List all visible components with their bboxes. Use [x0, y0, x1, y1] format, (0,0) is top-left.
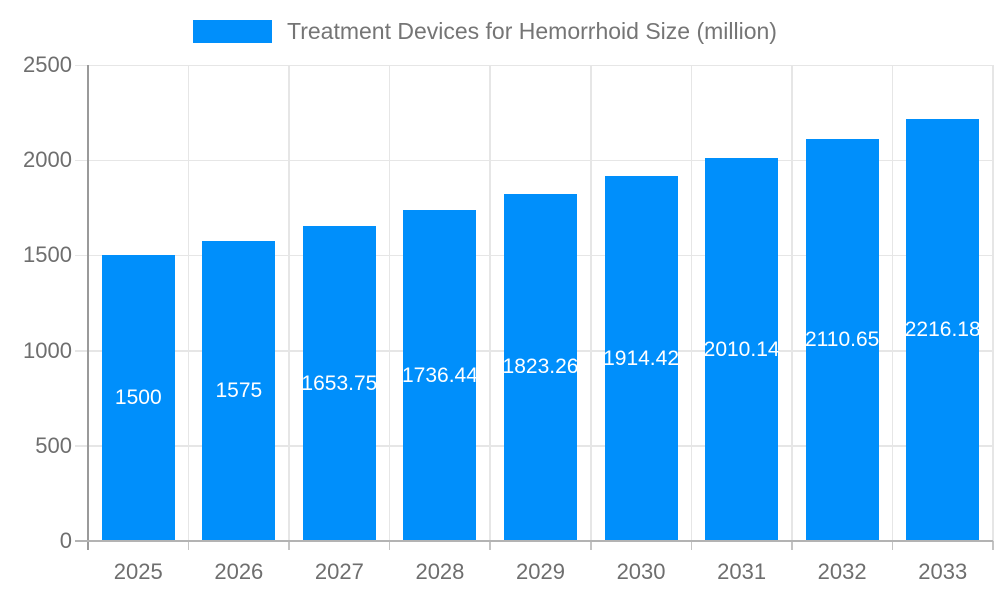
x-tick-label: 2031: [717, 559, 767, 584]
x-axis-tick: [992, 541, 994, 550]
y-tick-label: 2000: [23, 147, 72, 173]
bar[interactable]: [302, 226, 376, 541]
x-axis-tick: [891, 541, 894, 550]
bar-value-label: 2110.65: [804, 328, 880, 352]
gridline-vertical: [388, 65, 391, 541]
gridline-vertical: [992, 65, 994, 541]
bar[interactable]: [101, 255, 175, 541]
gridline-vertical: [590, 65, 592, 541]
bar[interactable]: [403, 210, 477, 541]
chart-legend[interactable]: Treatment Devices for Hemorrhoid Size (m…: [193, 17, 777, 45]
x-tick-label: 2032: [817, 559, 867, 584]
bar[interactable]: [705, 158, 779, 541]
x-axis-baseline: [75, 540, 993, 542]
x-tick-label: 2027: [314, 559, 364, 584]
x-axis-tick: [791, 541, 793, 550]
gridline-vertical: [891, 65, 894, 541]
bar-value-label: 1823.26: [502, 355, 579, 379]
x-axis-tick: [288, 541, 290, 550]
bar[interactable]: [604, 176, 678, 541]
x-tick-label: 2028: [415, 559, 465, 584]
bar[interactable]: [504, 193, 577, 541]
bar-value-label: 1575: [215, 379, 263, 403]
gridline-vertical: [791, 65, 793, 541]
x-tick-label: 2025: [113, 559, 163, 584]
x-axis-tick: [489, 541, 491, 550]
y-tick-label: 1000: [23, 337, 72, 363]
y-axis-line: [87, 65, 89, 550]
x-tick-label: 2030: [616, 559, 666, 584]
bar-value-label: 1653.75: [301, 371, 378, 395]
x-tick-label: 2029: [516, 559, 565, 584]
x-tick-label: 2026: [214, 559, 264, 584]
bar-value-label: 2216.18: [904, 318, 981, 342]
y-tick-label: 2500: [23, 52, 72, 77]
gridline-vertical: [690, 65, 693, 541]
gridline-vertical: [187, 65, 190, 541]
x-axis-tick: [590, 541, 592, 550]
gridline-horizontal: [75, 64, 993, 66]
x-axis-tick: [690, 541, 693, 550]
gridline-vertical: [288, 65, 290, 541]
y-tick-label: 1500: [23, 242, 72, 268]
y-tick-label: 0: [59, 528, 72, 553]
bar-value-label: 2010.14: [703, 337, 780, 361]
legend-series-label: Treatment Devices for Hemorrhoid Size (m…: [287, 18, 777, 44]
bar-value-label: 1736.44: [401, 363, 478, 387]
bar[interactable]: [906, 119, 980, 541]
gridline-vertical: [489, 65, 491, 541]
bar-value-label: 1500: [114, 386, 162, 410]
bar[interactable]: [805, 139, 879, 541]
x-axis-tick: [388, 541, 391, 550]
x-axis-tick: [187, 541, 190, 550]
bar-value-label: 1914.42: [603, 346, 680, 370]
bar[interactable]: [202, 241, 276, 541]
y-tick-label: 500: [35, 432, 72, 458]
legend-swatch-icon: [193, 19, 272, 43]
x-tick-label: 2033: [918, 559, 968, 584]
gridline-horizontal: [75, 159, 993, 162]
